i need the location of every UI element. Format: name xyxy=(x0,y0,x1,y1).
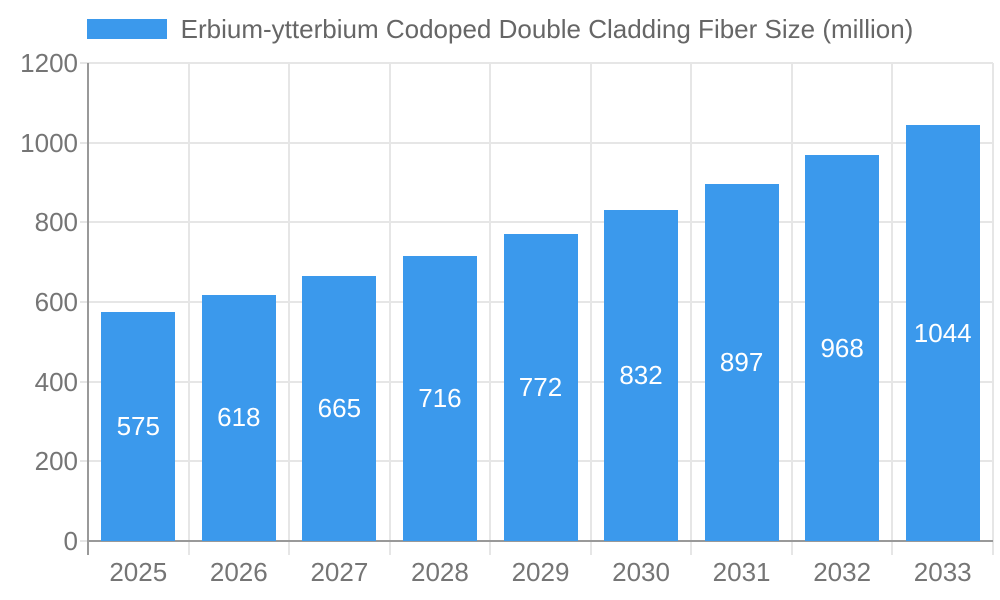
legend-swatch xyxy=(86,19,167,39)
x-axis-tick-label: 2026 xyxy=(209,557,268,587)
bar-value-label: 897 xyxy=(719,346,764,377)
bar-value-label: 665 xyxy=(317,393,362,424)
y-tick xyxy=(80,540,88,542)
x-axis-tick-label: 2029 xyxy=(511,557,570,587)
bar-value-label: 1044 xyxy=(913,317,972,348)
x-gridline xyxy=(187,63,190,555)
bar[interactable]: 575 xyxy=(101,311,176,541)
legend-label: Erbium-ytterbium Codoped Double Cladding… xyxy=(180,14,914,44)
legend-item[interactable]: Erbium-ytterbium Codoped Double Cladding… xyxy=(0,14,1000,44)
x-axis-tick-label: 2027 xyxy=(310,557,369,587)
x-gridline xyxy=(288,63,291,555)
bar-value-label: 772 xyxy=(518,371,563,402)
y-axis-tick-label: 1000 xyxy=(20,127,78,158)
bar-value-label: 618 xyxy=(217,402,261,433)
y-axis-tick-label: 200 xyxy=(34,446,78,477)
x-gridline xyxy=(690,63,693,555)
y-axis-tick-label: 1200 xyxy=(20,48,78,78)
bar[interactable]: 618 xyxy=(201,294,276,541)
bar[interactable]: 665 xyxy=(302,276,377,541)
x-axis-tick-label: 2025 xyxy=(109,557,168,587)
bar[interactable]: 897 xyxy=(704,183,779,541)
y-gridline xyxy=(80,62,993,64)
x-gridline xyxy=(891,63,894,555)
bar-value-label: 716 xyxy=(418,382,462,413)
y-axis-tick-label: 400 xyxy=(34,366,78,397)
x-axis-tick-label: 2030 xyxy=(612,557,670,587)
x-axis-labels: 2025 2026 2027 2028 2029 2030 2031 2032 2033 xyxy=(88,558,993,588)
bar[interactable]: 968 xyxy=(805,155,880,541)
x-axis-tick-label: 2032 xyxy=(813,557,872,587)
y-axis-tick-label: 0 xyxy=(63,526,78,556)
x-axis-tick-label: 2033 xyxy=(913,557,972,587)
bar-value-label: 968 xyxy=(820,332,864,363)
y-gridline xyxy=(80,221,993,224)
bar[interactable]: 772 xyxy=(503,233,578,541)
y-gridline xyxy=(80,141,993,144)
x-gridline xyxy=(790,63,793,555)
x-axis-tick-label: 2031 xyxy=(712,557,771,587)
bar[interactable]: 716 xyxy=(402,255,477,541)
y-axis-tick-label: 600 xyxy=(34,287,78,317)
y-axis-labels: 0 200 400 600 800 1000 1200 xyxy=(0,50,78,554)
x-gridline xyxy=(388,63,391,555)
bar[interactable]: 832 xyxy=(604,209,679,541)
y-axis-tick-label: 800 xyxy=(34,207,78,238)
bar-value-label: 575 xyxy=(116,410,160,441)
plot-area: 575 618 665 716 772 832 897 968 1044 xyxy=(80,62,994,555)
bar[interactable]: 1044 xyxy=(905,125,980,541)
x-gridline xyxy=(992,63,994,555)
x-gridline xyxy=(589,63,592,555)
x-axis-tick-label: 2028 xyxy=(411,557,469,587)
x-axis-line xyxy=(88,540,993,542)
bar-value-label: 832 xyxy=(619,359,663,390)
y-axis-line xyxy=(87,63,89,555)
x-gridline xyxy=(489,63,492,555)
